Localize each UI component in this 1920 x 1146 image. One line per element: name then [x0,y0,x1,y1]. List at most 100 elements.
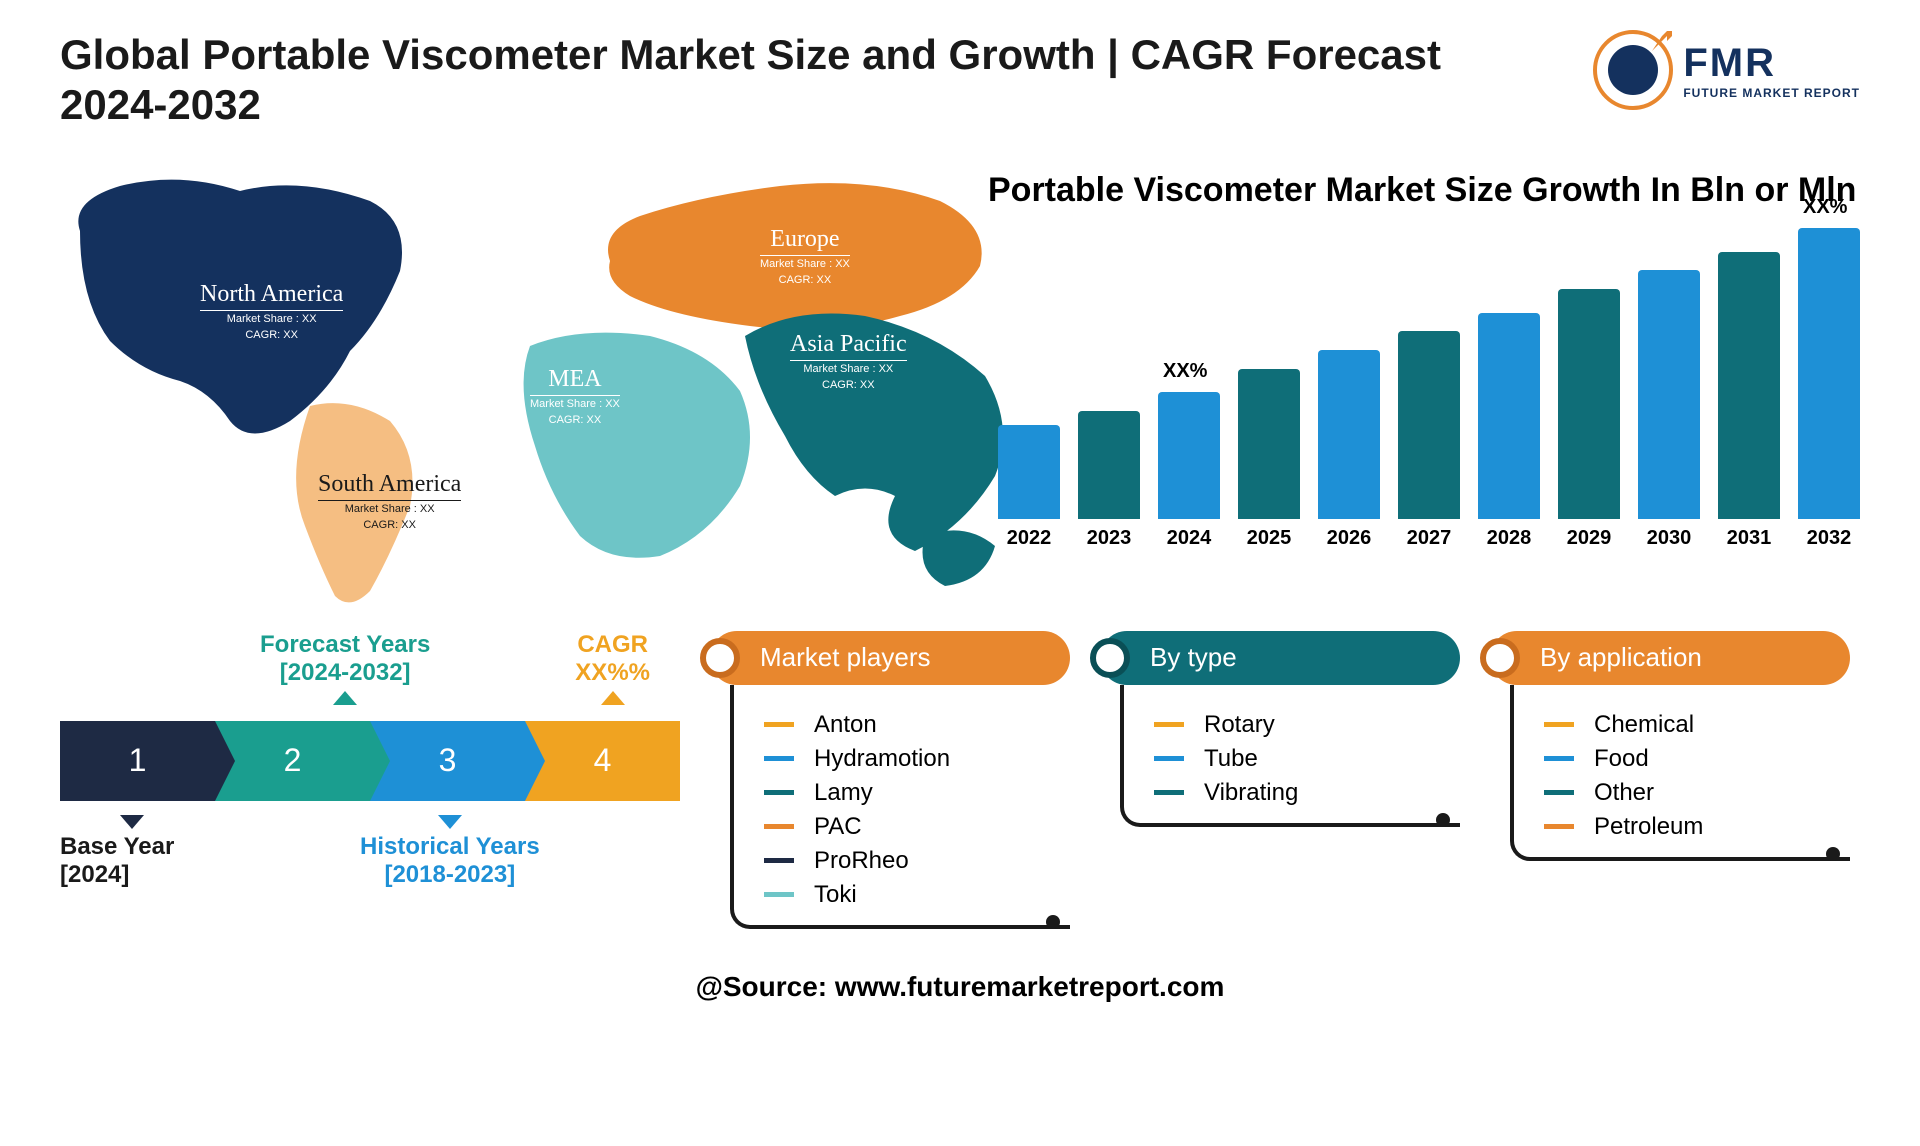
bar-year-label: 2023 [1087,527,1132,550]
chart-title: Portable Viscometer Market Size Growth I… [988,171,1860,210]
world-map: North America Market Share : XX CAGR: XX… [60,171,948,591]
segment-item-label: Anton [814,711,877,739]
region-south-america [270,396,430,611]
bar-rect [1158,392,1220,519]
segment-item-label: Hydramotion [814,745,950,773]
segment-0: Market players Anton Hydramotion Lamy PAC Pro… [710,631,1070,931]
pill-knob-icon [700,638,740,678]
segment-item-label: Other [1594,779,1654,807]
pill-knob-icon [1090,638,1130,678]
bar-year-label: 2026 [1327,527,1372,550]
bar-rect [1238,369,1300,519]
segment-title: By type [1150,642,1237,673]
segment-item: Hydramotion [764,745,1070,773]
bar-annotation: XX% [1163,360,1207,383]
bar-rect [1558,289,1620,519]
bar-rect [1078,411,1140,519]
segment-pill: By application [1490,631,1850,685]
bar-2031: 2031 [1718,252,1780,550]
tick-icon [1544,722,1574,727]
bar-year-label: 2024 [1167,527,1212,550]
tick-icon [1544,824,1574,829]
segment-item: Vibrating [1154,779,1460,807]
tick-icon [764,790,794,795]
region-asia-pacific [725,296,1025,596]
forecast-label: Forecast Years [2024-2032] [260,631,430,709]
segment-item-label: Rotary [1204,711,1275,739]
bar-2022: 2022 [998,425,1060,550]
bar-annotation: XX% [1803,196,1847,219]
segment-list: Anton Hydramotion Lamy PAC ProRheo Toki [730,685,1070,929]
segment-item-label: Tube [1204,745,1258,773]
tick-icon [764,756,794,761]
segment-item: Petroleum [1544,813,1850,841]
bar-year-label: 2030 [1647,527,1692,550]
bar-year-label: 2025 [1247,527,1292,550]
logo: FMR FUTURE MARKET REPORT [1593,30,1860,110]
tick-icon [1154,722,1184,727]
historical-label: Historical Years [2018-2023] [360,811,540,889]
bar-2024: 2024 [1158,392,1220,550]
page-title: Global Portable Viscometer Market Size a… [60,30,1560,131]
bar-rect [1718,252,1780,519]
bar-rect [998,425,1060,519]
chevron-step-3: 3 [370,721,525,801]
segment-item-label: ProRheo [814,847,909,875]
segment-item: ProRheo [764,847,1070,875]
segment-pill: By type [1100,631,1460,685]
segment-1: By type Rotary Tube Vibrating [1100,631,1460,931]
tick-icon [1544,790,1574,795]
segment-item: Other [1544,779,1850,807]
bar-2030: 2030 [1638,270,1700,549]
tick-icon [764,824,794,829]
segment-title: By application [1540,642,1702,673]
segment-item: Toki [764,881,1070,909]
logo-sub-text: FUTURE MARKET REPORT [1683,86,1860,100]
bar-year-label: 2029 [1567,527,1612,550]
segment-pill: Market players [710,631,1070,685]
tick-icon [764,892,794,897]
segment-item-label: Vibrating [1204,779,1298,807]
segment-list: ChemicalFoodOtherPetroleum [1510,685,1850,861]
segment-list: Rotary Tube Vibrating [1120,685,1460,827]
segment-title: Market players [760,642,931,673]
segment-item-label: Food [1594,745,1649,773]
chevron-step-1: 1 [60,721,215,801]
segment-item: PAC [764,813,1070,841]
chevron-step-4: 4 [525,721,680,801]
bar-rect [1398,331,1460,519]
chevron-steps: 1234 [60,721,680,801]
bar-2032: 2032 [1798,228,1860,550]
segment-item: Rotary [1154,711,1460,739]
bar-year-label: 2032 [1807,527,1852,550]
bar-2027: 2027 [1398,331,1460,550]
bar-year-label: 2022 [1007,527,1052,550]
segment-item: Tube [1154,745,1460,773]
bar-year-label: 2028 [1487,527,1532,550]
bar-chart: Portable Viscometer Market Size Growth I… [988,171,1860,591]
years-infographic: Forecast Years [2024-2032] CAGR XX%% 123… [60,631,680,931]
segment-item-label: Toki [814,881,857,909]
bar-rect [1318,350,1380,519]
bar-year-label: 2027 [1407,527,1452,550]
base-year-label: Base Year [2024] [60,811,174,889]
bar-rect [1798,228,1860,519]
logo-main-text: FMR [1683,41,1860,86]
source-text: @Source: www.futuremarketreport.com [60,971,1860,1003]
tick-icon [1154,756,1184,761]
tick-icon [1154,790,1184,795]
cagr-label: CAGR XX%% [575,631,650,709]
tick-icon [764,722,794,727]
bar-2023: 2023 [1078,411,1140,550]
segment-2: By applicationChemicalFoodOtherPetroleum [1490,631,1850,931]
bar-2029: 2029 [1558,289,1620,550]
segment-item: Lamy [764,779,1070,807]
segment-item-label: PAC [814,813,862,841]
pill-knob-icon [1480,638,1520,678]
bar-2026: 2026 [1318,350,1380,550]
bar-year-label: 2031 [1727,527,1772,550]
segment-item-label: Lamy [814,779,873,807]
bar-rect [1638,270,1700,518]
tick-icon [764,858,794,863]
segment-item: Anton [764,711,1070,739]
